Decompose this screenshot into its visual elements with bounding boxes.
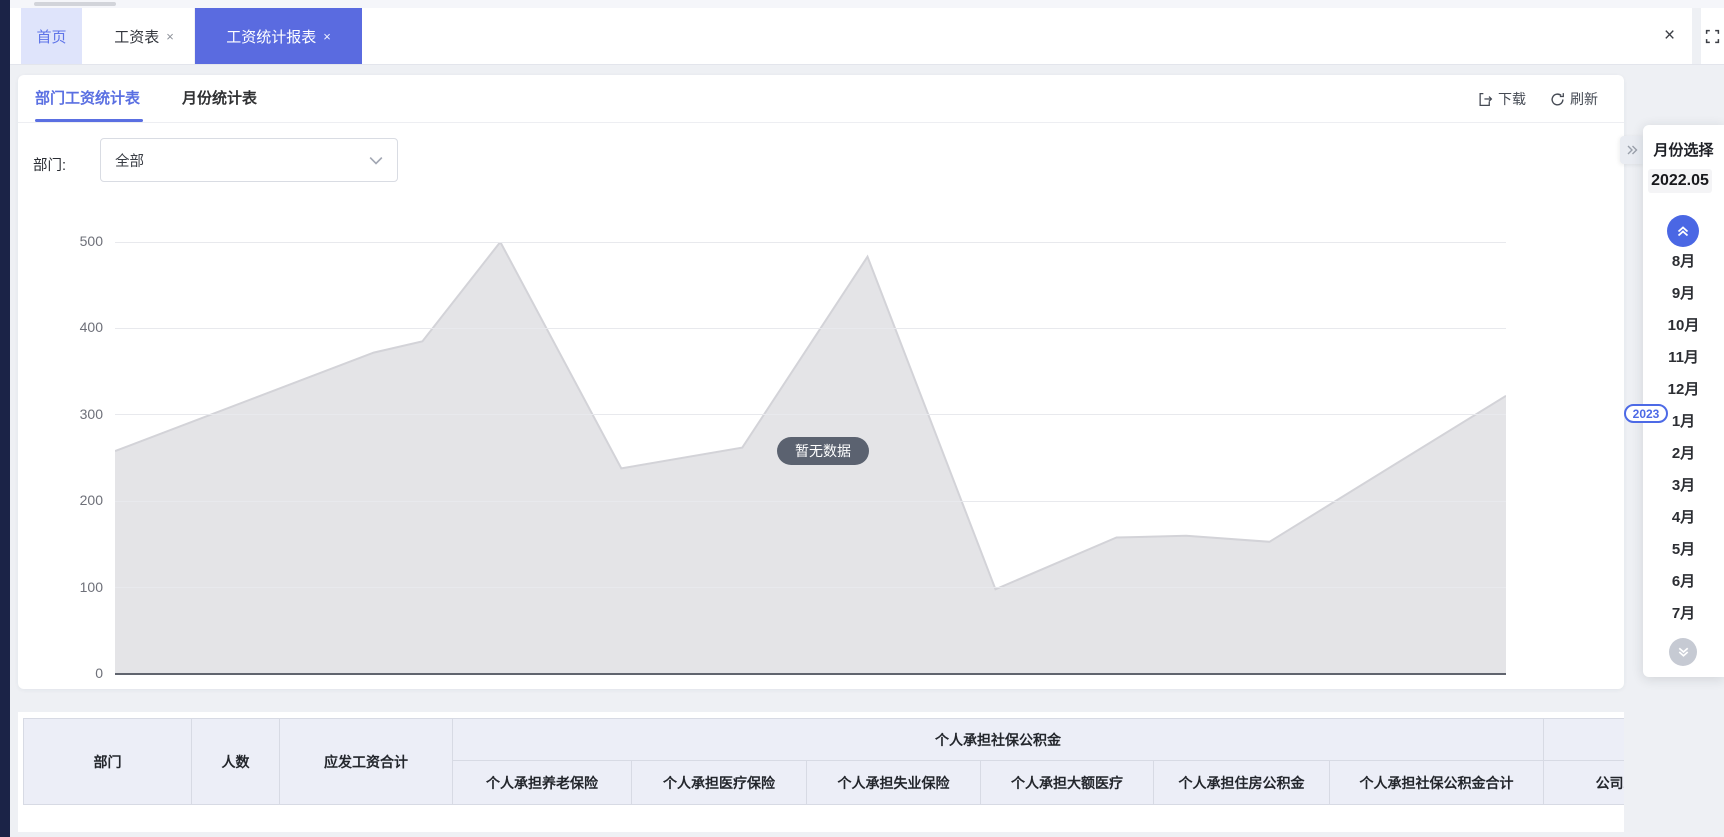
col-header-unemployment: 个人承担失业保险 [806, 760, 981, 805]
month-item[interactable]: 6月 [1671, 573, 1696, 590]
month-item[interactable]: 9月 [1671, 285, 1696, 302]
col-header-major-medical: 个人承担大额医疗 [980, 760, 1154, 805]
top-scrollbar-track [10, 0, 1724, 8]
month-item[interactable]: 8月 [1671, 253, 1696, 270]
y-axis-tick-label: 200 [79, 492, 103, 509]
tab-home[interactable]: 首页 [21, 8, 82, 64]
month-item[interactable]: 2月 [1671, 445, 1696, 462]
year-badge: 2023 [1624, 404, 1668, 423]
month-item[interactable]: 7月 [1671, 605, 1696, 622]
tab-close-icon[interactable]: × [166, 28, 174, 44]
tab-report-label: 工资统计报表 [226, 28, 317, 46]
scroll-months-down-button[interactable] [1669, 638, 1697, 666]
double-chevron-up-icon [1677, 226, 1689, 237]
gridline [115, 587, 1506, 589]
refresh-icon [1551, 92, 1564, 105]
month-selector-panel: 月份选择 2022.05 8月 9月 10月 11月 12月 1月 2月 3月 4月 5月 6月 7月… [1624, 125, 1724, 677]
summary-table: 部门 人数 应发工资合计 个人承担社保公积金 个人承担养老保险 个人承担医疗保险… [23, 718, 1624, 831]
gridline [115, 241, 1506, 243]
tab-payroll[interactable]: 工资表 × [94, 8, 195, 64]
col-header-personal-total: 个人承担社保公积金合计 [1328, 760, 1545, 805]
double-chevron-down-icon [1678, 647, 1688, 657]
top-scrollbar-thumb[interactable] [34, 2, 116, 6]
window-buttons-divider [1692, 8, 1701, 64]
month-item[interactable]: 12月 [1667, 381, 1700, 398]
department-select-value: 全部 [115, 153, 144, 170]
gridline [115, 414, 1506, 416]
month-item[interactable]: 11月 [1668, 349, 1699, 366]
left-nav-rail [0, 0, 10, 837]
group-header-personal-contributions: 个人承担社保公积金 [451, 718, 1545, 761]
group-header-company-contributions [1543, 718, 1624, 761]
download-label: 下载 [1498, 91, 1526, 107]
chevron-down-icon [369, 156, 383, 165]
tab-month-statistics[interactable]: 月份统计表 [182, 90, 258, 107]
y-axis-tick-label: 0 [95, 665, 103, 681]
month-panel-title: 月份选择 [1653, 142, 1714, 159]
y-axis-tick-label: 300 [79, 405, 103, 422]
double-chevron-right-icon [1627, 145, 1638, 155]
col-header-pension: 个人承担养老保险 [452, 760, 632, 805]
download-icon [1479, 92, 1493, 106]
tab-home-label: 首页 [36, 28, 67, 46]
month-item[interactable]: 10月 [1667, 317, 1700, 334]
scroll-months-up-button[interactable] [1667, 215, 1699, 247]
y-axis-tick-label: 400 [79, 319, 103, 336]
gridline [115, 327, 1506, 329]
department-select[interactable]: 全部 [100, 138, 398, 182]
y-axis-tick-label: 500 [79, 233, 103, 249]
col-header-department: 部门 [23, 718, 192, 805]
fullscreen-button[interactable] [1701, 8, 1724, 64]
x-axis-line [115, 673, 1506, 675]
summary-table-card: 部门 人数 应发工资合计 个人承担社保公积金 个人承担养老保险 个人承担医疗保险… [18, 712, 1624, 832]
gridline [115, 500, 1506, 502]
download-button[interactable]: 下载 [1478, 75, 1526, 123]
empty-table-body [23, 804, 1624, 831]
col-header-company-partial: 公司承担 [1543, 760, 1624, 805]
month-list: 8月 9月 10月 11月 12月 1月 2月 3月 4月 5月 6月 7月 [1643, 246, 1724, 630]
window-close-button[interactable]: × [1647, 8, 1692, 64]
active-tab-underline [35, 119, 143, 122]
no-data-tooltip: 暂无数据 [777, 437, 869, 465]
month-item[interactable]: 4月 [1671, 509, 1696, 526]
y-axis-tick-label: 100 [79, 578, 103, 595]
month-panel-collapse-button[interactable] [1620, 136, 1644, 164]
selected-month-value: 2022.05 [1648, 169, 1712, 193]
page-tabbar: 首页 工资表 × 工资统计报表 × × [10, 8, 1724, 65]
area-outline [115, 242, 1506, 591]
department-filter-label: 部门: [33, 158, 67, 174]
month-item[interactable]: 1月 [1671, 413, 1696, 430]
col-header-gross-pay-total: 应发工资合计 [279, 718, 453, 805]
col-header-headcount: 人数 [191, 718, 280, 805]
report-view-tabs: 部门工资统计表 月份统计表 下载 刷新 [18, 75, 1624, 123]
tab-report-active[interactable]: 工资统计报表 × [195, 8, 362, 64]
refresh-label: 刷新 [1570, 91, 1598, 107]
fullscreen-icon [1705, 29, 1720, 43]
tab-payroll-label: 工资表 [114, 28, 160, 46]
report-card: 部门工资统计表 月份统计表 下载 刷新 部门: 全部 [18, 75, 1624, 689]
month-item[interactable]: 3月 [1671, 477, 1696, 494]
close-icon: × [1663, 25, 1676, 46]
month-item[interactable]: 5月 [1671, 541, 1696, 558]
tab-close-icon[interactable]: × [323, 28, 331, 44]
col-header-housing-fund: 个人承担住房公积金 [1153, 760, 1330, 805]
col-header-medical: 个人承担医疗保险 [631, 760, 807, 805]
tab-department-salary[interactable]: 部门工资统计表 [35, 90, 141, 107]
refresh-button[interactable]: 刷新 [1550, 75, 1598, 123]
